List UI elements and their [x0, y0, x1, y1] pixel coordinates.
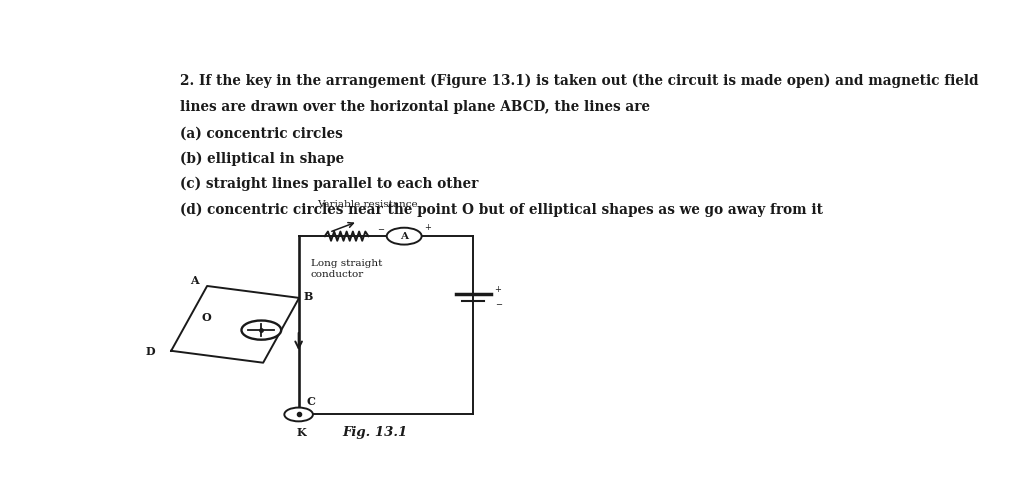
Text: Long straight
conductor: Long straight conductor	[310, 259, 382, 278]
Circle shape	[387, 228, 422, 245]
Text: Fig. 13.1: Fig. 13.1	[342, 426, 408, 439]
Text: O: O	[202, 312, 212, 323]
Text: (d) concentric circles near the point O but of elliptical shapes as we go away f: (d) concentric circles near the point O …	[179, 202, 822, 217]
Text: +: +	[495, 285, 502, 294]
Text: Variable resistance: Variable resistance	[316, 200, 418, 209]
Text: (c) straight lines parallel to each other: (c) straight lines parallel to each othe…	[179, 177, 478, 191]
Text: (a) concentric circles: (a) concentric circles	[179, 127, 342, 141]
Circle shape	[285, 407, 313, 421]
Text: +: +	[424, 224, 431, 233]
Circle shape	[242, 321, 282, 340]
Text: B: B	[303, 291, 312, 302]
Text: C: C	[306, 396, 315, 407]
Text: A: A	[400, 232, 409, 241]
Text: lines are drawn over the horizontal plane ABCD, the lines are: lines are drawn over the horizontal plan…	[179, 100, 649, 114]
Text: (b) elliptical in shape: (b) elliptical in shape	[179, 152, 344, 166]
Text: A: A	[189, 275, 199, 286]
Text: −: −	[495, 300, 502, 309]
Text: D: D	[145, 346, 156, 357]
Text: K: K	[296, 427, 306, 438]
Text: 2. If the key in the arrangement (Figure 13.1) is taken out (the circuit is made: 2. If the key in the arrangement (Figure…	[179, 73, 978, 88]
Text: −: −	[377, 225, 384, 235]
